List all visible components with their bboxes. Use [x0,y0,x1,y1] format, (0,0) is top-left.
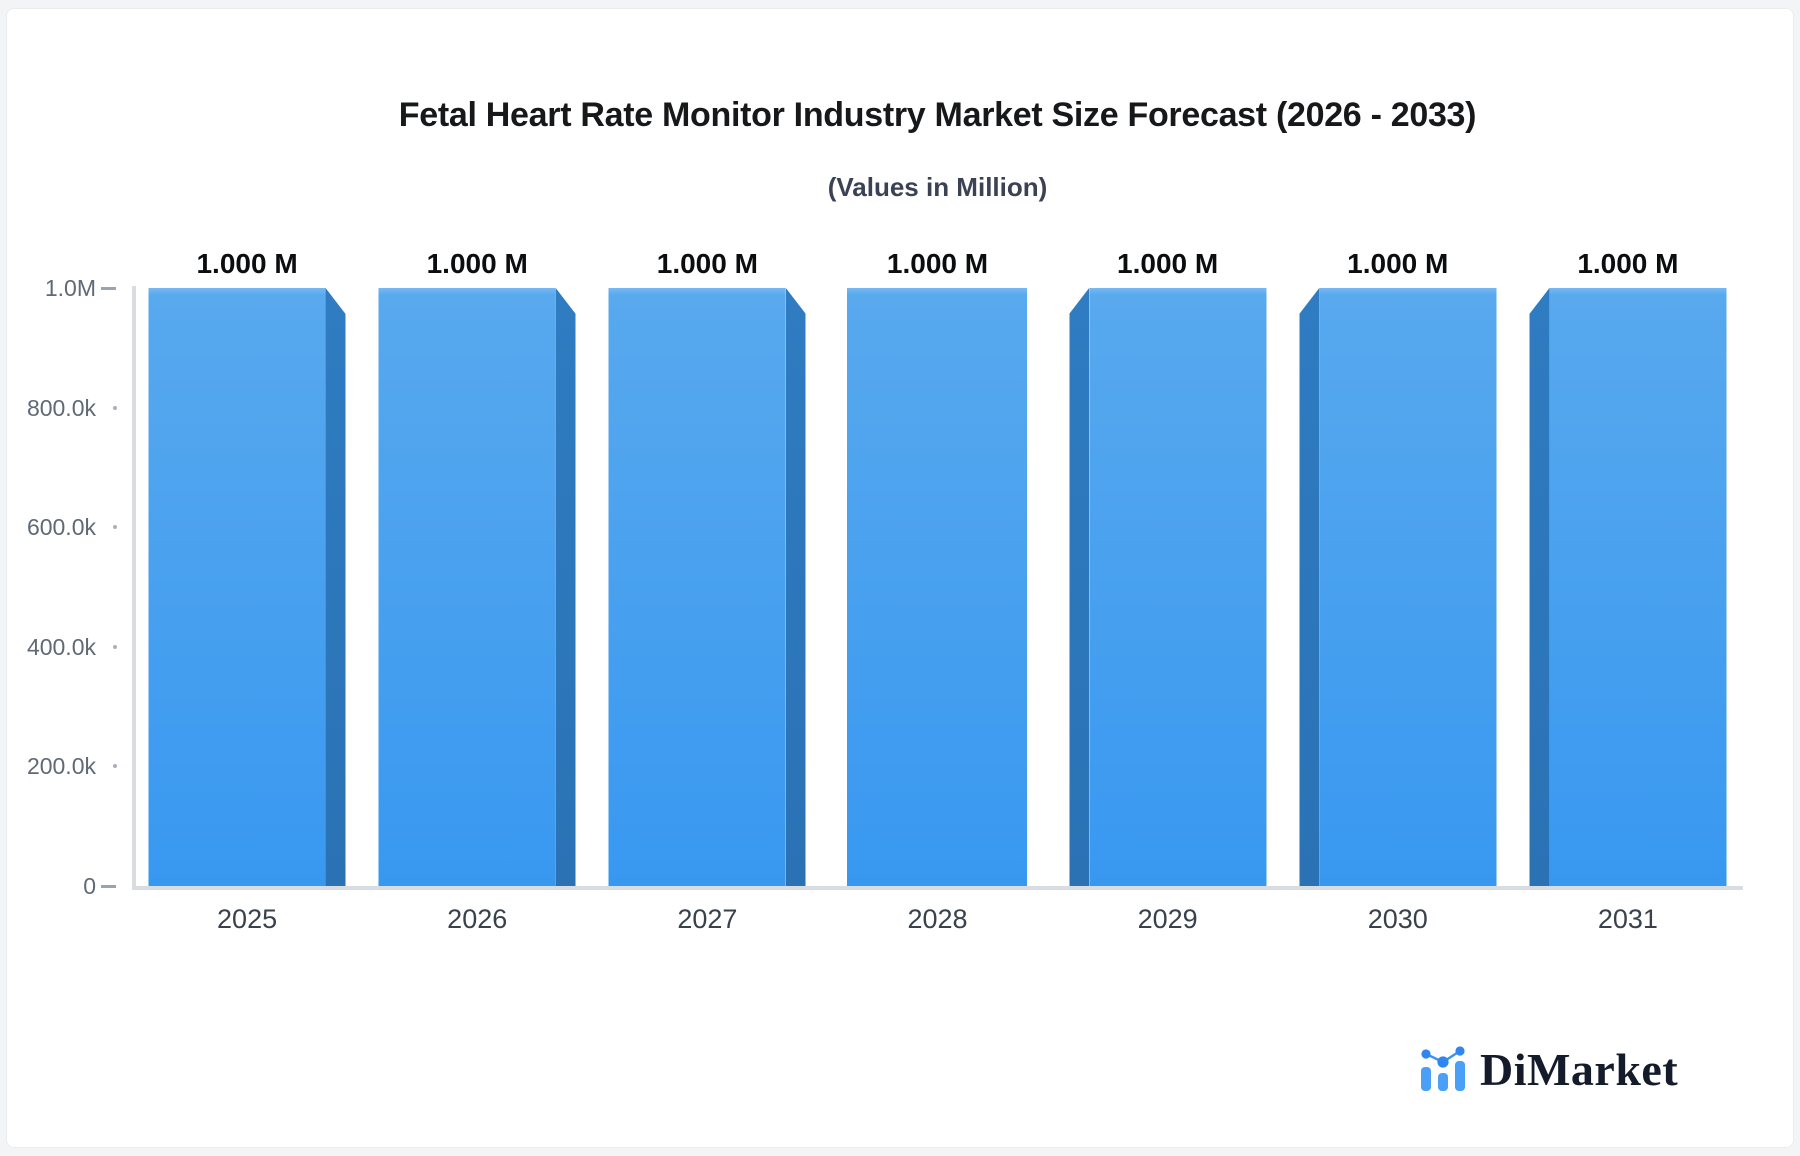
brand-logo-text: DiMarket [1480,1044,1679,1095]
bar-slot-2028: 1.000 M [822,248,1052,886]
x-axis-label-2029: 2029 [1137,904,1198,934]
bar-3d-side [1529,288,1550,886]
x-axis-label-2027: 2027 [677,904,738,934]
brand-logo: DiMarket [1418,1042,1678,1094]
bar-slot-2029: 1.000 M [1053,248,1283,886]
y-tick-label: 200.0k [26,753,96,780]
bar-2029[interactable]: 1.000 M [1069,248,1267,886]
bar-face[interactable] [1089,288,1267,886]
bar-3d-side [555,288,576,886]
bar-3d-side [785,288,806,886]
bar-face[interactable] [1549,288,1727,886]
bar-2026[interactable]: 1.000 M [378,248,576,886]
bar-value-label: 1.000 M [1117,248,1219,279]
bar-slot-2030: 1.000 M [1283,248,1513,886]
bar-2031[interactable]: 1.000 M [1529,248,1727,886]
x-axis-label-2025: 2025 [217,904,278,934]
bar-2027[interactable]: 1.000 M [608,248,806,886]
y-tick-mark-major [101,884,116,888]
y-tick-label: 1.0M [44,275,96,301]
bar-3d-side [1069,288,1090,886]
bar-3d-side [325,288,346,886]
bar-face[interactable] [148,288,326,886]
bar-chart-trend-icon [1421,1046,1465,1091]
bar-value-label: 1.000 M [426,248,528,279]
y-axis-line [132,286,136,890]
chart-subtitle: (Values in Million) [827,172,1048,202]
x-axis-label-2026: 2026 [447,904,508,934]
bar-slot-2027: 1.000 M [592,248,822,886]
x-axis-label-2030: 2030 [1367,904,1428,934]
bar-3d-side [1299,288,1320,886]
y-tick-label: 800.0k [26,394,96,421]
bar-2030[interactable]: 1.000 M [1299,248,1497,886]
bar-value-label: 1.000 M [656,248,758,279]
y-tick-label: 0 [83,873,96,899]
bar-face[interactable] [378,288,556,886]
x-axis-label-2031: 2031 [1597,904,1658,934]
y-tick-mark-minor [113,405,117,410]
bar-face[interactable] [608,288,786,886]
x-axis-line [132,886,1743,890]
y-tick-mark-minor [113,525,117,530]
bar-face[interactable] [847,288,1028,886]
bar-slot-2031: 1.000 M [1513,248,1743,886]
bar-2028[interactable]: 1.000 M [847,248,1028,886]
y-tick-mark-minor [113,644,117,649]
bar-slot-2026: 1.000 M [362,248,592,886]
plot-area: 1.000 M 1.000 M 1.000 M 1.000 M 1.000 M 1.000… [132,248,1743,886]
bar-face[interactable] [1319,288,1497,886]
y-tick-mark-major [101,286,116,290]
y-tick-label: 600.0k [26,514,96,541]
y-tick-mark-minor [113,764,117,769]
bar-value-label: 1.000 M [886,248,989,279]
x-axis-labels: 2025 2026 2027 2028 2029 2030 2031 [132,904,1743,935]
y-tick-label: 400.0k [26,633,96,660]
bar-2025[interactable]: 1.000 M [148,248,346,886]
bar-value-label: 1.000 M [196,248,298,279]
bar-slot-2025: 1.000 M [132,248,362,886]
bar-value-label: 1.000 M [1347,248,1449,279]
bar-value-label: 1.000 M [1577,248,1679,279]
chart-title: Fetal Heart Rate Monitor Industry Market… [398,96,1477,134]
x-axis-label-2028: 2028 [907,904,968,934]
